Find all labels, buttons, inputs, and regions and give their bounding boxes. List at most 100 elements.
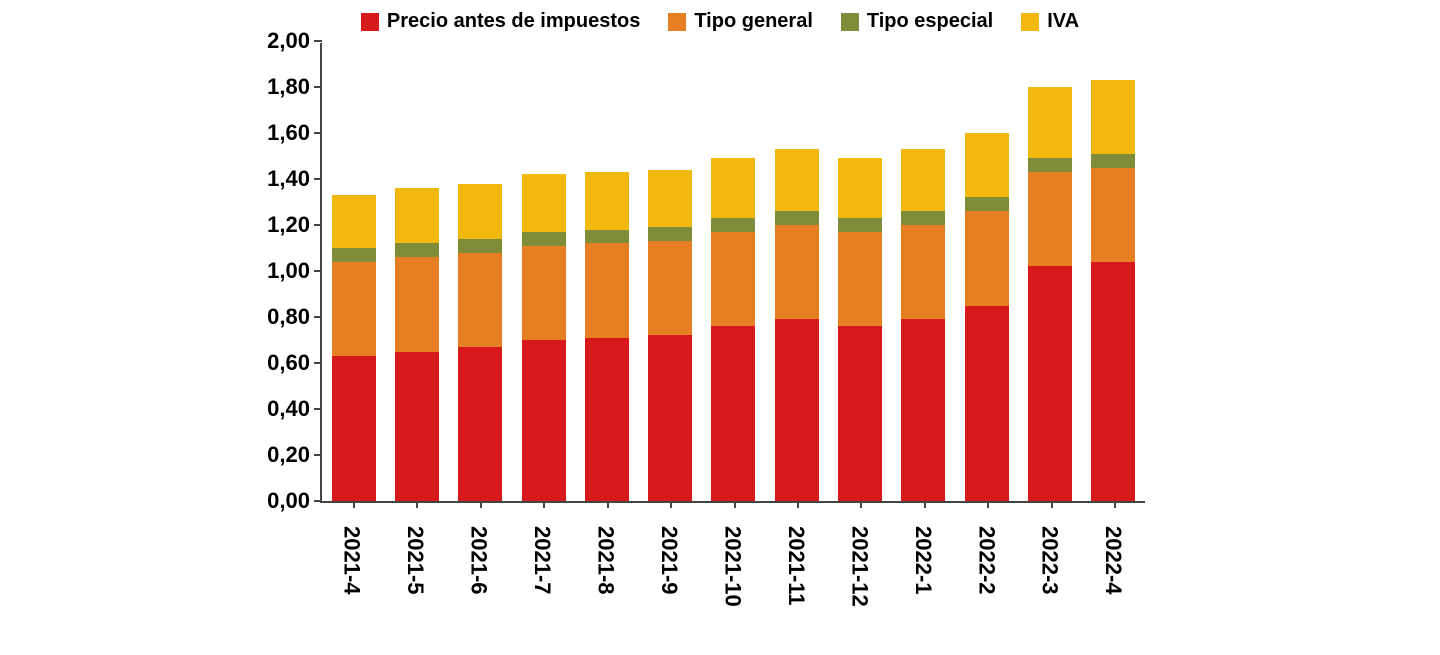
chart-container: Precio antes de impuestos Tipo general Tip… — [0, 0, 1440, 655]
bar-segment-especial — [1091, 154, 1135, 168]
x-axis-label: 2021-7 — [529, 520, 555, 630]
bar-segment-especial — [775, 211, 819, 225]
bar-column — [332, 195, 376, 501]
x-axis-label: 2021-8 — [593, 520, 619, 630]
bar-segment-especial — [711, 218, 755, 232]
bar-segment-general — [775, 225, 819, 319]
legend-label: Precio antes de impuestos — [387, 10, 640, 33]
bar-segment-general — [648, 241, 692, 335]
x-axis-label: 2021-10 — [719, 520, 745, 630]
x-axis-labels: 2021-42021-52021-62021-72021-82021-92021… — [320, 520, 1145, 630]
x-axis-label: 2022-4 — [1100, 520, 1126, 630]
bar-segment-iva — [522, 174, 566, 232]
bar-column — [458, 184, 502, 501]
bar-column — [648, 170, 692, 501]
bar-segment-iva — [458, 184, 502, 239]
x-axis-tick — [1114, 501, 1116, 508]
y-axis-tick — [314, 40, 322, 42]
y-axis-tick — [314, 132, 322, 134]
bar-column — [965, 133, 1009, 501]
bar-column — [1028, 87, 1072, 501]
bar-segment-precio — [585, 338, 629, 501]
bar-column — [522, 174, 566, 501]
bar-segment-especial — [522, 232, 566, 246]
y-axis-tick — [314, 270, 322, 272]
x-axis-label: 2021-12 — [846, 520, 872, 630]
bar-segment-iva — [965, 133, 1009, 197]
bar-segment-iva — [585, 172, 629, 230]
bar-segment-precio — [458, 347, 502, 501]
bar-segment-iva — [711, 158, 755, 218]
x-axis-tick — [860, 501, 862, 508]
x-axis-tick — [924, 501, 926, 508]
bar-segment-especial — [1028, 158, 1072, 172]
bar-segment-iva — [775, 149, 819, 211]
legend-label: Tipo general — [694, 10, 813, 33]
bar-segment-especial — [332, 248, 376, 262]
y-axis-tick — [314, 316, 322, 318]
bar-segment-especial — [395, 243, 439, 257]
bar-segment-iva — [838, 158, 882, 218]
bar-segment-precio — [838, 326, 882, 501]
bar-segment-general — [901, 225, 945, 319]
bar-segment-precio — [711, 326, 755, 501]
x-axis-label: 2021-5 — [402, 520, 428, 630]
bar-segment-general — [838, 232, 882, 326]
x-axis-label: 2022-2 — [973, 520, 999, 630]
x-axis-label: 2021-11 — [783, 520, 809, 630]
bar-segment-especial — [838, 218, 882, 232]
bar-segment-general — [332, 262, 376, 356]
bar-segment-iva — [395, 188, 439, 243]
bar-segment-precio — [901, 319, 945, 501]
bar-segment-general — [1028, 172, 1072, 266]
y-axis-tick — [314, 362, 322, 364]
bar-segment-especial — [585, 230, 629, 244]
legend-item: Tipo especial — [841, 10, 993, 33]
bar-segment-precio — [1028, 266, 1072, 501]
x-axis-label: 2022-3 — [1037, 520, 1063, 630]
bar-segment-precio — [965, 306, 1009, 502]
x-axis-tick — [734, 501, 736, 508]
bar-segment-iva — [1028, 87, 1072, 158]
legend-swatch — [1021, 13, 1039, 31]
x-axis-tick — [543, 501, 545, 508]
bar-segment-general — [711, 232, 755, 326]
bar-segment-precio — [332, 356, 376, 501]
bar-segment-general — [965, 211, 1009, 305]
bar-column — [711, 158, 755, 501]
x-axis-tick — [353, 501, 355, 508]
y-axis-tick — [314, 454, 322, 456]
bar-segment-precio — [522, 340, 566, 501]
bar-segment-especial — [901, 211, 945, 225]
bars-container — [322, 43, 1145, 501]
bar-column — [838, 158, 882, 501]
bar-segment-precio — [395, 352, 439, 502]
x-axis-tick — [670, 501, 672, 508]
x-axis-tick — [480, 501, 482, 508]
bar-column — [775, 149, 819, 501]
y-axis-tick — [314, 86, 322, 88]
x-axis-label: 2021-9 — [656, 520, 682, 630]
legend-item: Tipo general — [668, 10, 813, 33]
legend-label: Tipo especial — [867, 10, 993, 33]
bar-column — [395, 188, 439, 501]
legend-item: Precio antes de impuestos — [361, 10, 640, 33]
bar-column — [901, 149, 945, 501]
x-axis-label: 2021-6 — [466, 520, 492, 630]
legend: Precio antes de impuestos Tipo general Tip… — [0, 10, 1440, 33]
x-axis-tick — [607, 501, 609, 508]
y-axis-tick — [314, 178, 322, 180]
bar-segment-precio — [775, 319, 819, 501]
bar-segment-iva — [901, 149, 945, 211]
bar-segment-especial — [648, 227, 692, 241]
bar-column — [1091, 80, 1135, 501]
legend-swatch — [361, 13, 379, 31]
bar-column — [585, 172, 629, 501]
bar-segment-general — [395, 257, 439, 351]
y-axis-tick — [314, 500, 322, 502]
y-axis-tick — [314, 408, 322, 410]
legend-item: IVA — [1021, 10, 1079, 33]
bar-segment-especial — [965, 197, 1009, 211]
legend-label: IVA — [1047, 10, 1079, 33]
x-axis-label: 2022-1 — [910, 520, 936, 630]
